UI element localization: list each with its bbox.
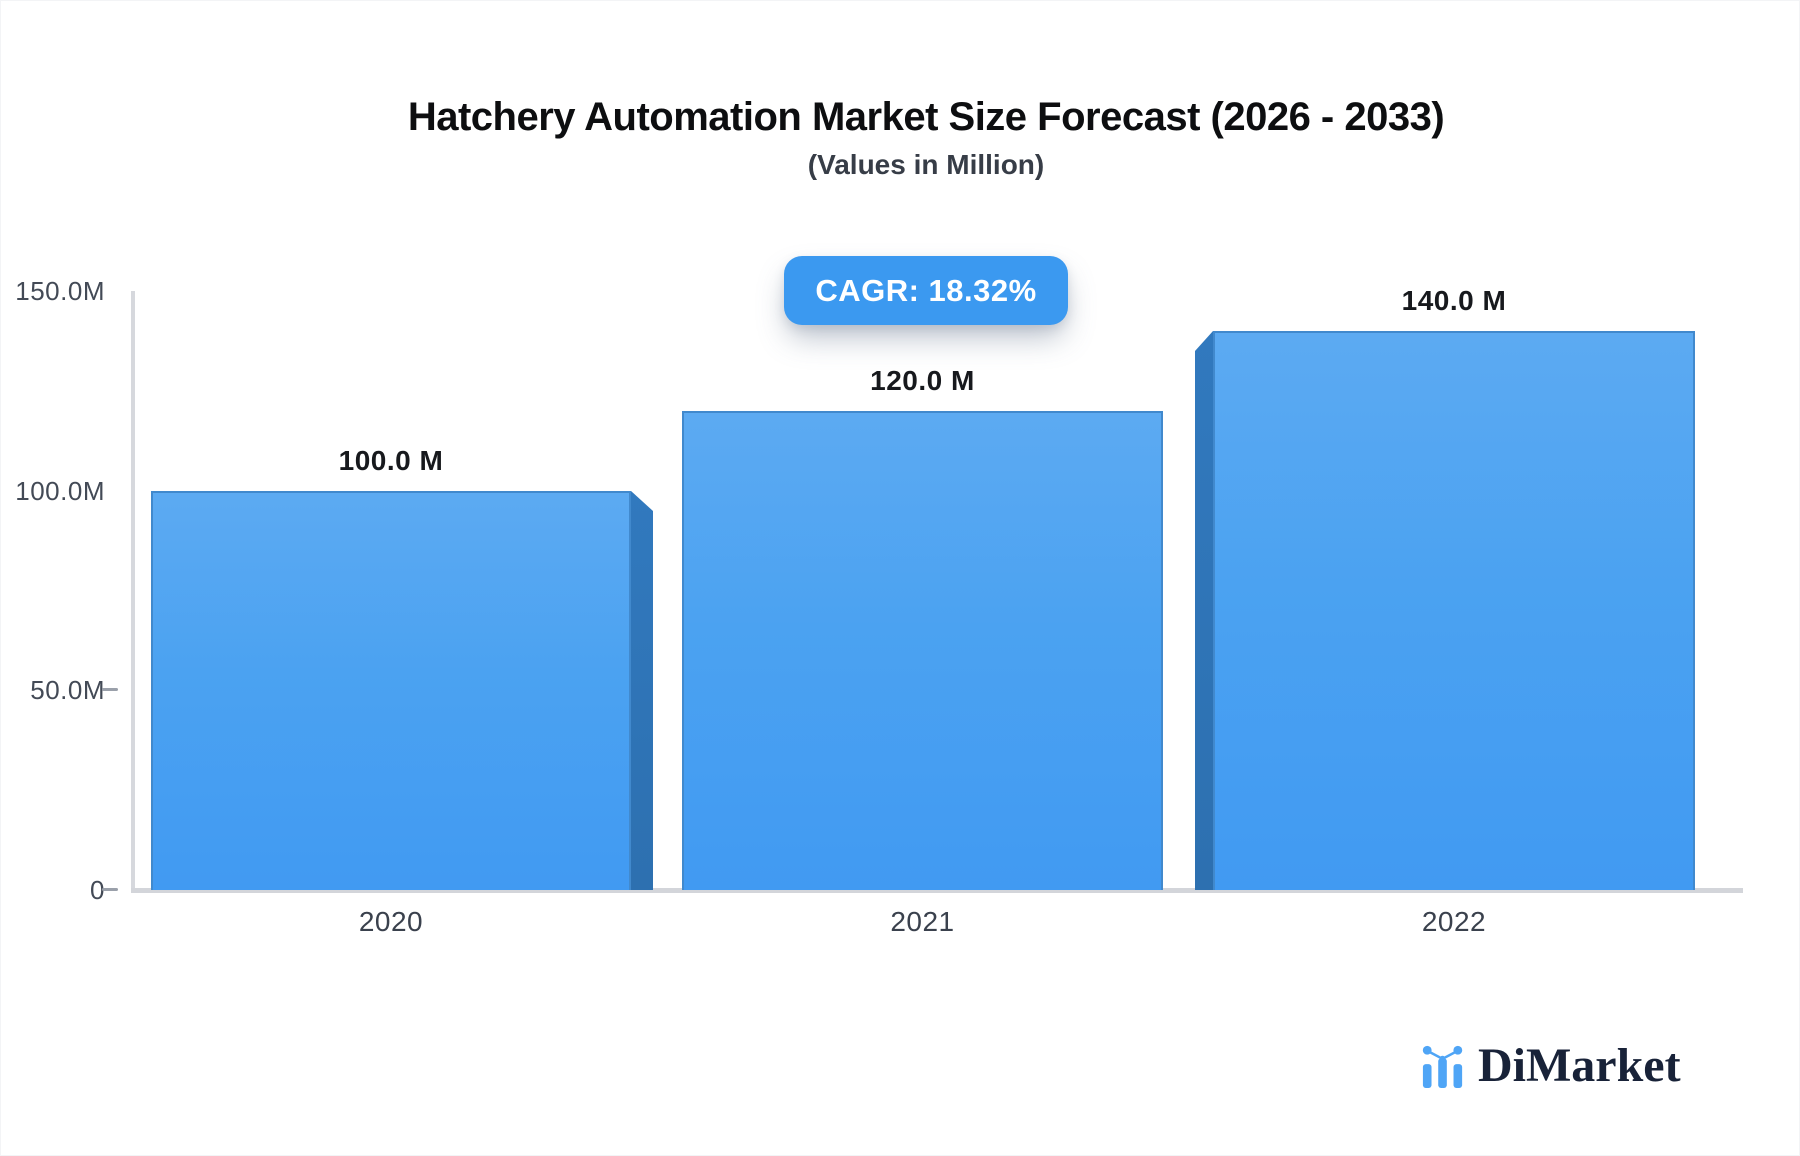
x-axis-line [131,888,1743,893]
bar-group-2022: 140.0 M 2022 [1213,251,1695,937]
mini-bar-chart-icon [1421,1043,1465,1090]
x-axis-label-2021: 2021 [890,906,955,937]
plot-area: 100.0 M 2020 120.0 M 2021 140.0 M 2022 [131,251,1743,937]
chart-subtitle: (Values in Million) [807,149,1045,180]
y-axis-label-50: 50.0M [30,675,105,705]
y-axis-label-150: 150.0M [15,276,105,306]
y-axis-line [131,291,135,890]
x-axis-label-2022: 2022 [1421,906,1487,937]
y-axis-tick-50 [102,688,118,691]
x-axis-label-2020: 2020 [358,906,424,937]
bar-value-label: 140.0 M [1401,285,1507,316]
bar-group-2021: 120.0 M 2021 [682,251,1163,937]
logo-text: DiMarket [1478,1039,1681,1092]
y-axis-tick-0 [102,888,118,891]
y-axis-label-100: 100.0M [15,476,105,506]
bar-value-label: 100.0 M [338,445,444,476]
cagr-badge: CAGR: 18.32% [784,256,1068,325]
y-axis-label-0: 0 [90,875,105,905]
bar-value-label: 120.0 M [870,365,975,396]
bar-2020-side [631,491,653,890]
bar-2022-side [1195,331,1213,890]
bar-group-2020: 100.0 M 2020 [151,251,631,937]
bar-2021[interactable] [682,411,1163,890]
bar-2022[interactable] [1213,331,1695,890]
dimarket-logo[interactable]: DiMarket [1421,1039,1681,1093]
bar-2020[interactable] [151,491,631,890]
chart-title: Hatchery Automation Market Size Forecast… [407,95,1445,139]
